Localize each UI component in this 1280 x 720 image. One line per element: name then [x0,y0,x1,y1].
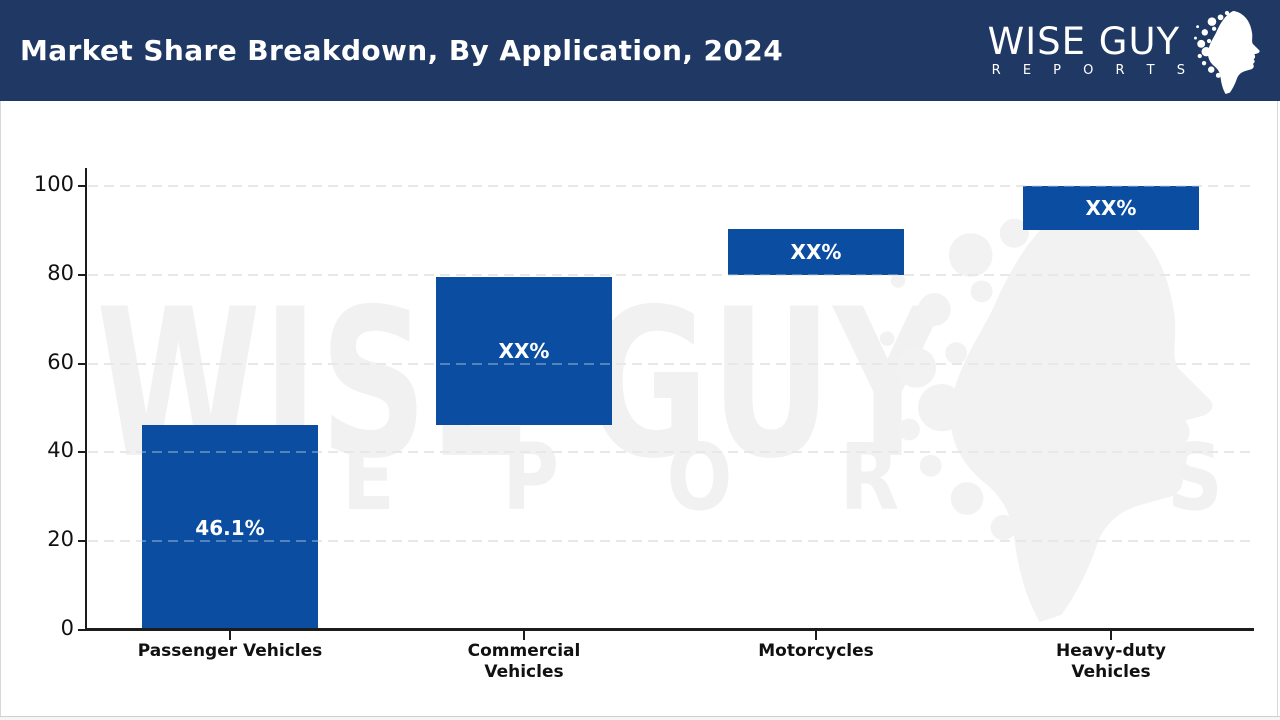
logo-wordmark: WISE GUY [987,20,1181,63]
y-tickmark-60 [78,362,87,365]
bar-motorcycles [728,229,904,276]
gridline-20 [88,540,1252,543]
gridline-overlay-20 [88,540,1252,543]
page-border-left [0,101,1,717]
gridline-60 [88,362,1252,365]
gridline-overlay-60 [88,362,1252,365]
gridline-40 [88,451,1252,454]
page-title: Market Share Breakdown, By Application, … [20,34,784,67]
bar-value-label: XX% [498,338,550,363]
head-profile-icon [1194,10,1260,94]
y-tick-label-20: 20 [47,527,74,552]
gridline-overlay-100 [88,185,1252,187]
y-tick-label-0: 0 [60,616,74,640]
y-tickmark-80 [78,273,87,276]
x-category-label: Heavy-duty Vehicles [1056,641,1166,682]
bar-commercial-vehicles [436,276,612,426]
page-border-right [1277,101,1278,717]
gridline-100 [88,185,1252,187]
x-tickmark-1 [229,631,231,640]
x-category-label: Passenger Vehicles [137,641,323,661]
bar-value-label: XX% [790,240,842,265]
page-border-under [0,717,1280,720]
bar-passenger-vehicles [142,425,318,630]
gridline-overlay-80 [88,273,1252,276]
y-tick-label-60: 60 [47,349,74,374]
y-tick-label-80: 80 [47,260,74,285]
y-tickmark-0 [78,629,87,631]
bar-value-label: 46.1% [195,515,265,540]
x-tickmark-2 [523,631,525,640]
x-axis-line [85,628,1254,631]
y-tick-label-100: 100 [33,172,74,196]
y-tickmark-20 [78,540,87,543]
y-tickmark-40 [78,451,87,454]
y-tick-label-40: 40 [47,438,74,463]
bar-heavy-duty-vehicles [1023,186,1199,230]
page-border-bottom [0,716,1280,717]
x-category-label: Motorcycles [758,641,874,661]
x-tickmark-4 [1110,631,1112,640]
wise-guy-reports-logo: WISE GUY R E P O R T S [988,8,1266,94]
x-category-label: Commercial Vehicles [467,641,581,682]
gridline-80 [88,273,1252,276]
header-bar: Market Share Breakdown, By Application, … [0,0,1280,101]
logo-text: WISE GUY R E P O R T S [987,20,1194,79]
logo-subtitle: R E P O R T S [991,63,1194,78]
y-axis-line [85,168,87,631]
bar-value-label: XX% [1085,195,1137,220]
gridline-overlay-40 [88,451,1252,454]
watermark-head-profile-icon [879,200,1213,622]
x-tickmark-3 [815,631,817,640]
y-tickmark-100 [78,185,87,187]
